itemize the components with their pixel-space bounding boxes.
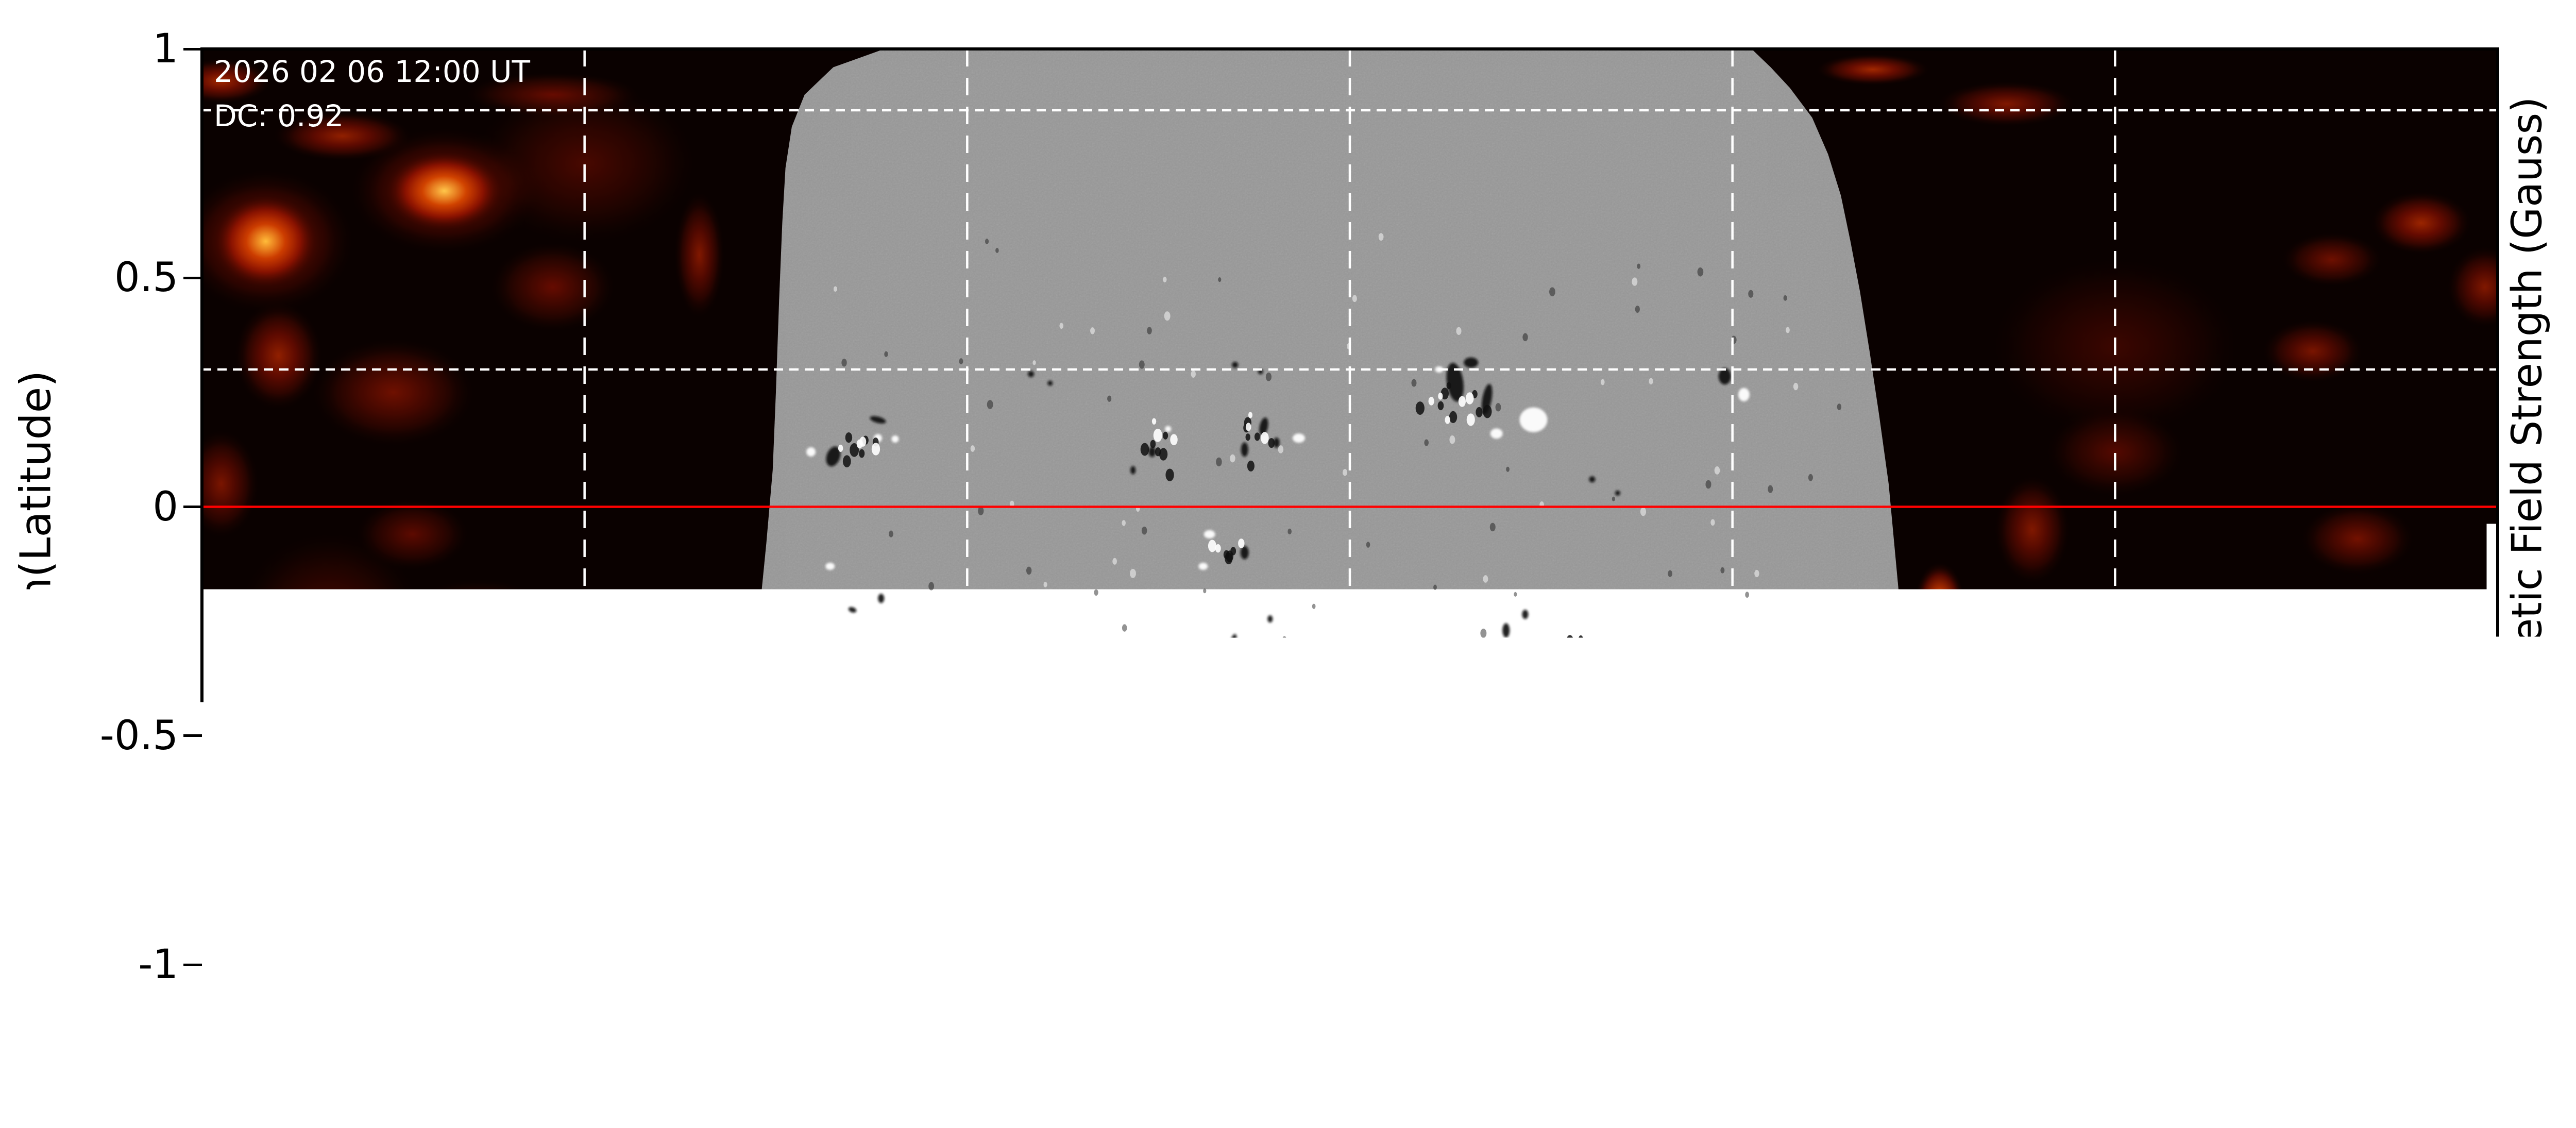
x-tick-mark [1349,966,1351,983]
x-tick-mark [201,966,204,983]
y-tick-label: -1 [138,941,178,988]
timestamp-annotation: 2026 02 06 12:00 UT [214,57,530,87]
figure-canvas: NISP NSO INTEGRATED SYNOPTIC PROGRAM 2026… [0,0,2576,1128]
y-tick-mark [183,48,202,50]
x-tick-mark [583,966,586,983]
y-tick-label: 0.5 [114,255,178,301]
x-tick-mark [966,966,969,983]
x-tick-mark [1731,966,1734,983]
x-tick-label: 180 [1312,990,1388,1037]
y-tick-mark [183,734,202,737]
y-tick-mark [183,277,202,279]
x-tick-mark [2114,966,2116,983]
magnetogram-map: NISPNSO INTEGRATED SYNOPTIC PROGRAM [202,49,2498,965]
farside-colorbar-title: Farside Magnetic Field Strength (Gauss) [2503,97,2551,917]
x-tick-label: 240 [1694,990,1771,1037]
x-tick-label: 60 [559,990,610,1037]
y-tick-mark [183,964,202,966]
x-tick-label: 360 [2460,990,2536,1037]
y-tick-mark [183,506,202,508]
x-tick-label: 300 [2077,990,2154,1037]
dc-annotation: DC: 0.92 [214,101,344,131]
y-tick-label: 1 [152,26,178,72]
x-axis-label: Carrington Longitude [1126,1057,1574,1106]
x-tick-mark [2497,966,2499,983]
x-tick-label: 0 [189,990,215,1037]
y-tick-label: -0.5 [100,713,178,759]
y-tick-label: 0 [152,484,178,530]
y-axis-label: Sin(Latitude) [12,371,61,643]
x-tick-label: 120 [929,990,1006,1037]
